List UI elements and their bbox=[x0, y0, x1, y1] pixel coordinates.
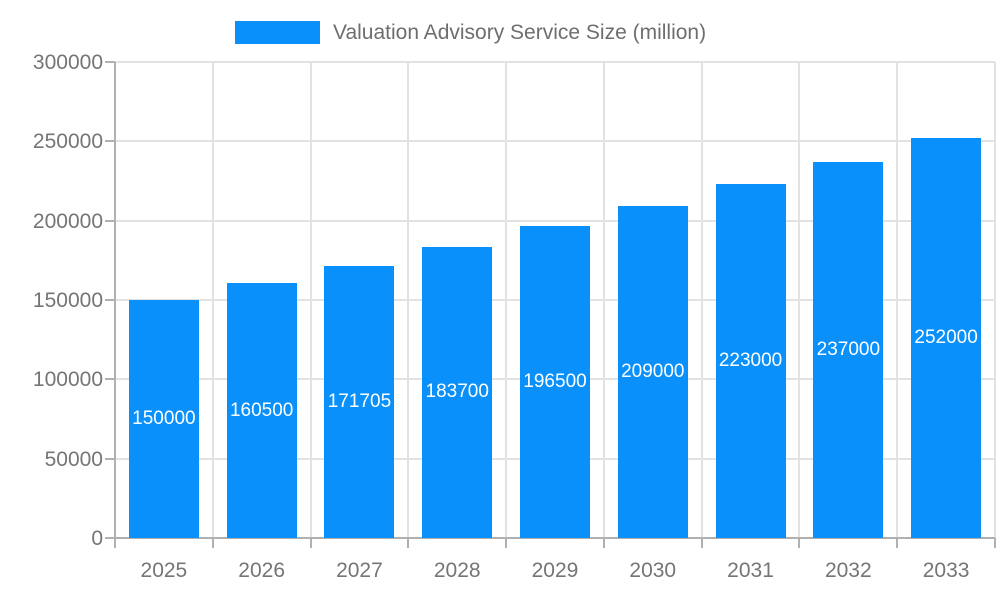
gridline-vertical bbox=[700, 62, 703, 539]
legend-label: Valuation Advisory Service Size (million… bbox=[333, 20, 707, 44]
x-tick-mark bbox=[407, 538, 410, 548]
legend-swatch bbox=[235, 21, 320, 44]
x-tick-label: 2032 bbox=[824, 559, 872, 582]
bar: 150000 bbox=[128, 300, 199, 538]
y-tick-mark bbox=[105, 457, 115, 460]
bar-value-label: 223000 bbox=[718, 350, 783, 372]
bar: 223000 bbox=[715, 184, 786, 538]
gridline-vertical bbox=[602, 62, 605, 539]
gridline-horizontal bbox=[115, 219, 995, 222]
legend[interactable]: Valuation Advisory Service Size (million… bbox=[235, 19, 706, 46]
y-tick-label: 50000 bbox=[44, 447, 103, 471]
x-tick-mark bbox=[896, 538, 899, 548]
bar-value-label: 209000 bbox=[621, 361, 685, 383]
gridline-vertical bbox=[798, 62, 801, 539]
y-tick-label: 100000 bbox=[32, 368, 103, 392]
y-tick-label: 200000 bbox=[32, 209, 103, 233]
bar-value-label: 183700 bbox=[425, 381, 489, 403]
gridline-vertical bbox=[407, 62, 410, 539]
bar: 160500 bbox=[226, 283, 297, 538]
bar-value-label: 196500 bbox=[523, 371, 587, 393]
x-tick-label: 2025 bbox=[140, 559, 188, 582]
x-tick-mark bbox=[309, 538, 312, 548]
x-tick-label: 2028 bbox=[433, 559, 481, 582]
bar: 171705 bbox=[324, 265, 395, 538]
x-tick-mark bbox=[505, 538, 508, 548]
bar: 183700 bbox=[422, 246, 493, 538]
bar: 237000 bbox=[813, 161, 884, 538]
x-tick-label: 2029 bbox=[531, 559, 579, 582]
x-tick-label: 2031 bbox=[727, 559, 774, 582]
y-axis-line bbox=[114, 62, 116, 548]
gridline-horizontal bbox=[115, 61, 995, 63]
bar: 252000 bbox=[911, 138, 982, 538]
y-tick-mark bbox=[105, 61, 115, 63]
x-tick-mark bbox=[211, 538, 214, 548]
bar-value-label: 252000 bbox=[914, 327, 978, 349]
x-tick-mark bbox=[700, 538, 703, 548]
y-tick-label: 150000 bbox=[32, 289, 103, 312]
gridline-vertical bbox=[211, 62, 214, 539]
bar-value-label: 160500 bbox=[229, 399, 294, 421]
y-tick-label: 250000 bbox=[32, 130, 103, 154]
x-tick-label: 2033 bbox=[922, 559, 970, 582]
bar: 209000 bbox=[617, 206, 688, 538]
gridline-vertical bbox=[994, 62, 996, 539]
y-tick-mark bbox=[105, 378, 115, 381]
bar-value-label: 150000 bbox=[132, 408, 196, 429]
x-tick-mark bbox=[798, 538, 801, 548]
x-tick-label: 2030 bbox=[629, 559, 677, 582]
gridline-horizontal bbox=[115, 140, 995, 143]
y-tick-mark bbox=[105, 219, 115, 222]
bar: 196500 bbox=[520, 226, 590, 538]
bar-value-label: 237000 bbox=[816, 338, 881, 360]
y-tick-mark bbox=[105, 140, 115, 143]
bar-value-label: 171705 bbox=[327, 390, 392, 412]
gridline-vertical bbox=[309, 62, 312, 539]
x-axis-line bbox=[105, 537, 995, 539]
x-tick-label: 2026 bbox=[238, 559, 285, 582]
y-tick-label: 0 bbox=[91, 527, 103, 550]
x-tick-mark bbox=[602, 538, 605, 548]
gridline-vertical bbox=[896, 62, 899, 539]
x-tick-label: 2027 bbox=[336, 559, 383, 582]
x-tick-mark bbox=[994, 538, 996, 548]
gridline-vertical bbox=[505, 62, 508, 539]
y-tick-label: 300000 bbox=[32, 51, 103, 74]
y-tick-mark bbox=[105, 299, 115, 301]
